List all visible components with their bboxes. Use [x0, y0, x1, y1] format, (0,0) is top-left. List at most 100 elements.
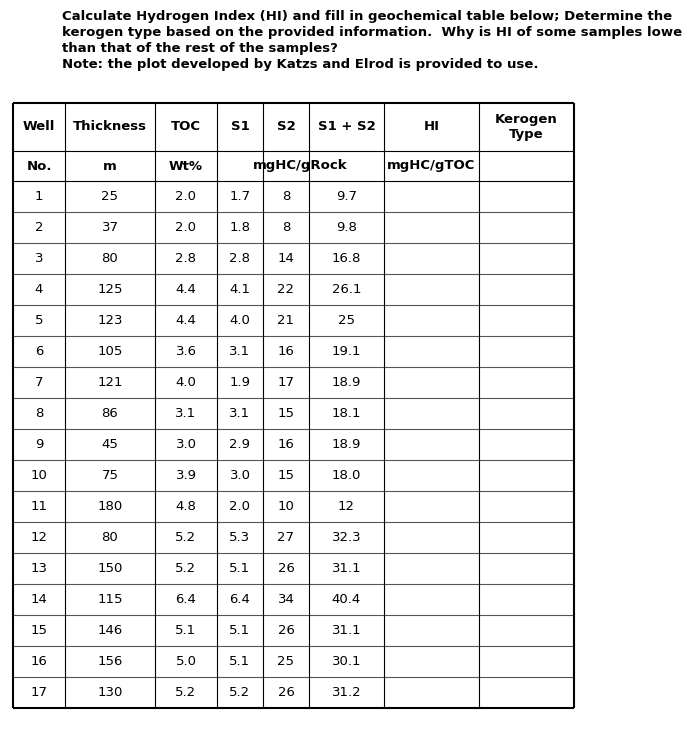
Text: 18.1: 18.1: [332, 407, 361, 420]
Text: 5.1: 5.1: [229, 562, 251, 575]
Text: 17: 17: [31, 686, 48, 699]
Text: HI: HI: [423, 121, 439, 133]
Text: 146: 146: [98, 624, 123, 637]
Text: 13: 13: [31, 562, 48, 575]
Text: 121: 121: [97, 376, 123, 389]
Text: 5.1: 5.1: [176, 624, 197, 637]
Text: Calculate Hydrogen Index (HI) and fill in geochemical table below; Determine the: Calculate Hydrogen Index (HI) and fill i…: [62, 10, 672, 23]
Text: 3.1: 3.1: [176, 407, 197, 420]
Text: 2.8: 2.8: [229, 252, 251, 265]
Text: No.: No.: [26, 159, 52, 173]
Text: 15: 15: [31, 624, 48, 637]
Text: 16.8: 16.8: [332, 252, 361, 265]
Text: 10: 10: [277, 500, 294, 513]
Text: 16: 16: [277, 345, 294, 358]
Text: 31.1: 31.1: [332, 624, 361, 637]
Text: 18.9: 18.9: [332, 376, 361, 389]
Text: 4.8: 4.8: [176, 500, 197, 513]
Text: 32.3: 32.3: [332, 531, 361, 544]
Text: 12: 12: [31, 531, 48, 544]
Text: 15: 15: [277, 469, 294, 482]
Text: 25: 25: [338, 314, 355, 327]
Text: 26: 26: [277, 624, 294, 637]
Text: 9.7: 9.7: [336, 190, 357, 203]
Text: 150: 150: [97, 562, 123, 575]
Text: 5: 5: [35, 314, 43, 327]
Text: 4.4: 4.4: [176, 283, 197, 296]
Text: m: m: [103, 159, 117, 173]
Text: 19.1: 19.1: [332, 345, 361, 358]
Text: 2.9: 2.9: [229, 438, 251, 451]
Text: 3: 3: [35, 252, 43, 265]
Text: 3.1: 3.1: [229, 407, 251, 420]
Text: kerogen type based on the provided information.  Why is HI of some samples lower: kerogen type based on the provided infor…: [62, 26, 683, 39]
Text: than that of the rest of the samples?: than that of the rest of the samples?: [62, 42, 338, 55]
Text: 31.2: 31.2: [332, 686, 361, 699]
Text: 156: 156: [97, 655, 123, 668]
Text: 86: 86: [102, 407, 118, 420]
Text: 16: 16: [277, 438, 294, 451]
Text: 8: 8: [282, 190, 290, 203]
Text: 18.9: 18.9: [332, 438, 361, 451]
Text: 40.4: 40.4: [332, 593, 361, 606]
Text: Wt%: Wt%: [169, 159, 203, 173]
Text: 21: 21: [277, 314, 294, 327]
Text: 4.0: 4.0: [229, 314, 251, 327]
Text: 30.1: 30.1: [332, 655, 361, 668]
Text: 5.2: 5.2: [176, 686, 197, 699]
Text: 14: 14: [31, 593, 47, 606]
Text: 2.0: 2.0: [176, 190, 197, 203]
Text: Thickness: Thickness: [73, 121, 147, 133]
Text: 1.7: 1.7: [229, 190, 251, 203]
Text: 4: 4: [35, 283, 43, 296]
Text: 14: 14: [277, 252, 294, 265]
Text: 5.1: 5.1: [229, 624, 251, 637]
Text: 2.0: 2.0: [229, 500, 251, 513]
Text: 80: 80: [102, 252, 118, 265]
Text: 7: 7: [35, 376, 43, 389]
Text: 26: 26: [277, 686, 294, 699]
Text: 10: 10: [31, 469, 47, 482]
Text: 11: 11: [31, 500, 48, 513]
Text: 1.9: 1.9: [229, 376, 251, 389]
Text: 6: 6: [35, 345, 43, 358]
Text: 1.8: 1.8: [229, 221, 251, 234]
Text: 80: 80: [102, 531, 118, 544]
Text: 5.0: 5.0: [176, 655, 197, 668]
Text: 6.4: 6.4: [176, 593, 197, 606]
Text: 45: 45: [102, 438, 118, 451]
Text: mgHC/gRock: mgHC/gRock: [253, 159, 348, 173]
Text: 31.1: 31.1: [332, 562, 361, 575]
Text: 8: 8: [282, 221, 290, 234]
Text: 34: 34: [277, 593, 294, 606]
Text: 4.4: 4.4: [176, 314, 197, 327]
Text: Kerogen
Type: Kerogen Type: [495, 113, 558, 141]
Text: 105: 105: [97, 345, 123, 358]
Text: 115: 115: [97, 593, 123, 606]
Text: 2: 2: [35, 221, 43, 234]
Text: 130: 130: [97, 686, 123, 699]
Text: 9.8: 9.8: [336, 221, 357, 234]
Text: 3.9: 3.9: [176, 469, 197, 482]
Text: TOC: TOC: [171, 121, 201, 133]
Text: 4.1: 4.1: [229, 283, 251, 296]
Text: Well: Well: [23, 121, 55, 133]
Text: 180: 180: [98, 500, 123, 513]
Text: 9: 9: [35, 438, 43, 451]
Text: 26: 26: [277, 562, 294, 575]
Text: 22: 22: [277, 283, 294, 296]
Text: 3.1: 3.1: [229, 345, 251, 358]
Text: 25: 25: [102, 190, 118, 203]
Text: 5.3: 5.3: [229, 531, 251, 544]
Text: 5.2: 5.2: [229, 686, 251, 699]
Text: Note: the plot developed by Katzs and Elrod is provided to use.: Note: the plot developed by Katzs and El…: [62, 58, 538, 71]
Text: 75: 75: [102, 469, 118, 482]
Text: 2.8: 2.8: [176, 252, 197, 265]
Text: 25: 25: [277, 655, 294, 668]
Text: S1 + S2: S1 + S2: [318, 121, 376, 133]
Text: 18.0: 18.0: [332, 469, 361, 482]
Text: 15: 15: [277, 407, 294, 420]
Text: 17: 17: [277, 376, 294, 389]
Text: S1: S1: [231, 121, 249, 133]
Text: 3.0: 3.0: [229, 469, 251, 482]
